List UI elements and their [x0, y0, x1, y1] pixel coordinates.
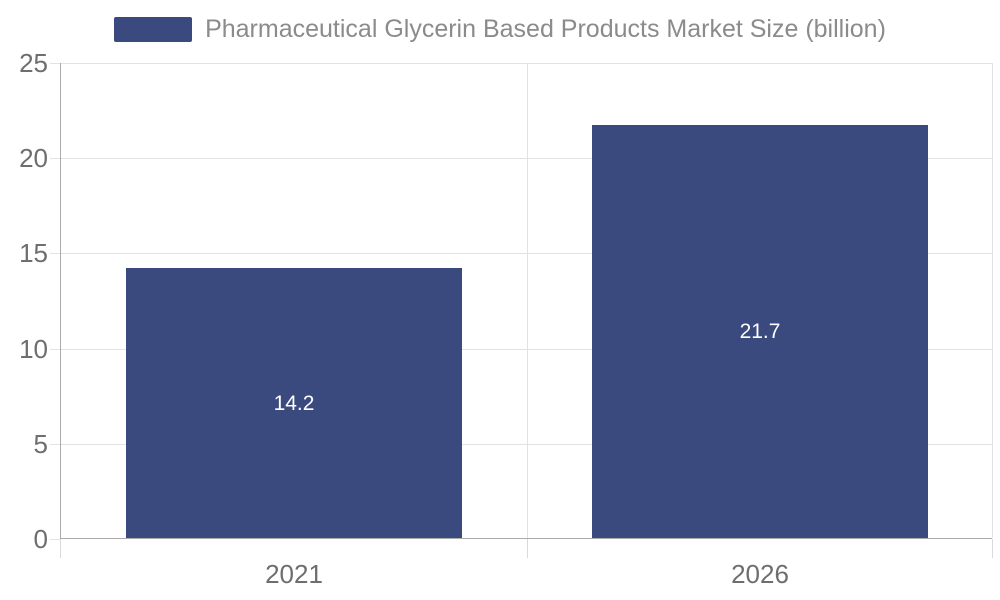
- x-axis-tick: [60, 539, 61, 558]
- y-tick-label: 20: [19, 143, 48, 174]
- x-gridline: [527, 63, 528, 538]
- x-tick-label: 2021: [265, 559, 323, 589]
- legend[interactable]: Pharmaceutical Glycerin Based Products M…: [0, 17, 1000, 42]
- x-gridline: [992, 63, 993, 538]
- y-tick-label: 5: [33, 428, 48, 459]
- legend-label: Pharmaceutical Glycerin Based Products M…: [205, 15, 886, 43]
- y-axis-tick: [50, 539, 60, 540]
- y-gridline: [61, 63, 992, 64]
- plot-area: 14.2 2021 21.7 2026: [60, 63, 993, 587]
- y-tick-label: 0: [33, 524, 48, 554]
- bar-value-label: 21.7: [739, 320, 781, 344]
- y-tick-label: 10: [19, 333, 48, 364]
- legend-swatch: [114, 17, 193, 42]
- y-tick-label: 15: [19, 238, 48, 269]
- bar: [126, 267, 462, 538]
- y-axis-tick: [50, 63, 60, 64]
- y-axis-tick: [50, 158, 60, 160]
- x-tick-label: 2026: [731, 559, 789, 589]
- y-gridline: [61, 253, 992, 255]
- y-axis-tick: [50, 348, 60, 350]
- x-axis-tick: [527, 539, 528, 558]
- y-tick-label: 25: [19, 48, 48, 78]
- y-axis-tick: [50, 253, 60, 255]
- x-axis-tick: [992, 539, 993, 558]
- bar: [592, 124, 928, 538]
- y-gridline: [61, 158, 992, 160]
- y-axis-tick: [50, 443, 60, 445]
- y-gridline: [61, 348, 992, 350]
- bar-value-label: 14.2: [273, 391, 315, 415]
- y-gridline: [61, 443, 992, 445]
